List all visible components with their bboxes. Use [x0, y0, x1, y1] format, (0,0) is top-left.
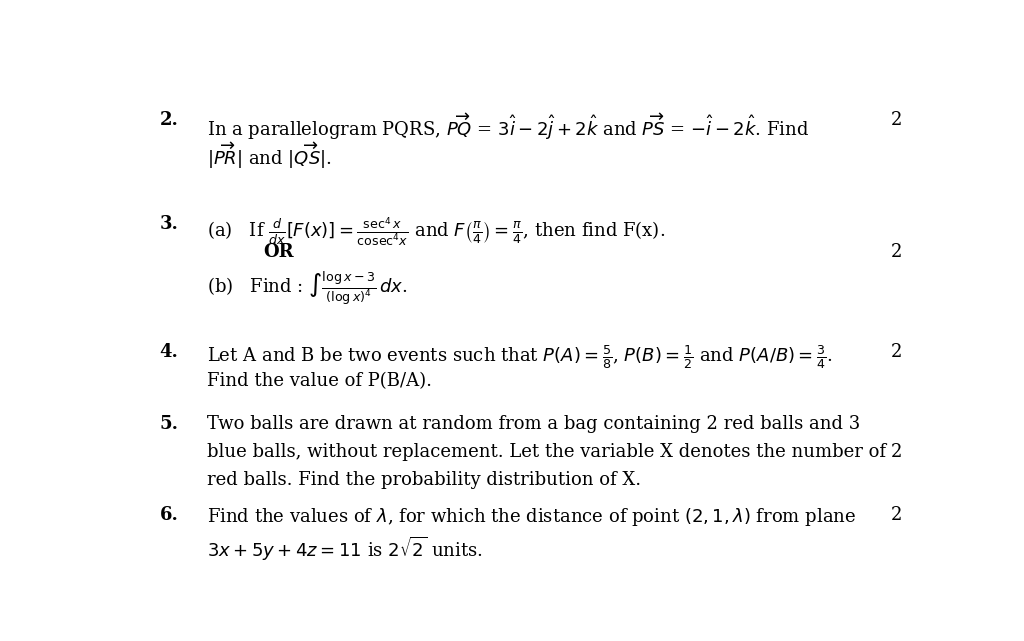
Text: 2: 2: [891, 112, 902, 129]
Text: red balls. Find the probability distribution of X.: red balls. Find the probability distribu…: [207, 471, 641, 489]
Text: Find the value of P(B/A).: Find the value of P(B/A).: [207, 372, 432, 390]
Text: Find the values of $\lambda$, for which the distance of point $(2, 1, \lambda)$ : Find the values of $\lambda$, for which …: [207, 506, 856, 528]
Text: (b)   Find : $\int \frac{\log x - 3}{(\log x)^4}\, dx$.: (b) Find : $\int \frac{\log x - 3}{(\log…: [207, 271, 408, 308]
Text: blue balls, without replacement. Let the variable X denotes the number of: blue balls, without replacement. Let the…: [207, 443, 887, 461]
Text: (a)   If $\frac{d}{dx}[F(x)] = \frac{\sec^4 x}{\mathrm{cosec}^4 x}$ and $F\left(: (a) If $\frac{d}{dx}[F(x)] = \frac{\sec^…: [207, 215, 666, 249]
Text: Let A and B be two events such that $P(A) = \frac{5}{8}$, $P(B) = \frac{1}{2}$ a: Let A and B be two events such that $P(A…: [207, 344, 834, 371]
Text: OR: OR: [263, 243, 294, 262]
Text: 2: 2: [891, 506, 902, 524]
Text: 5.: 5.: [160, 415, 179, 433]
Text: In a parallelogram PQRS, $\overrightarrow{PQ}$ = $3\hat{i} - 2\hat{j} + 2\hat{k}: In a parallelogram PQRS, $\overrightarro…: [207, 112, 809, 142]
Text: Two balls are drawn at random from a bag containing 2 red balls and 3: Two balls are drawn at random from a bag…: [207, 415, 860, 433]
Text: 3.: 3.: [160, 215, 178, 233]
Text: $3x + 5y + 4z = 11$ is $2\sqrt{2}$ units.: $3x + 5y + 4z = 11$ is $2\sqrt{2}$ units…: [207, 535, 483, 563]
Text: 2.: 2.: [160, 112, 178, 129]
Text: 2: 2: [891, 243, 902, 262]
Text: 2: 2: [891, 344, 902, 362]
Text: 4.: 4.: [160, 344, 178, 362]
Text: $|\overrightarrow{PR}|$ and $|\overrightarrow{QS}|$.: $|\overrightarrow{PR}|$ and $|\overright…: [207, 140, 332, 171]
Text: 2: 2: [891, 443, 902, 461]
Text: 6.: 6.: [160, 506, 178, 524]
